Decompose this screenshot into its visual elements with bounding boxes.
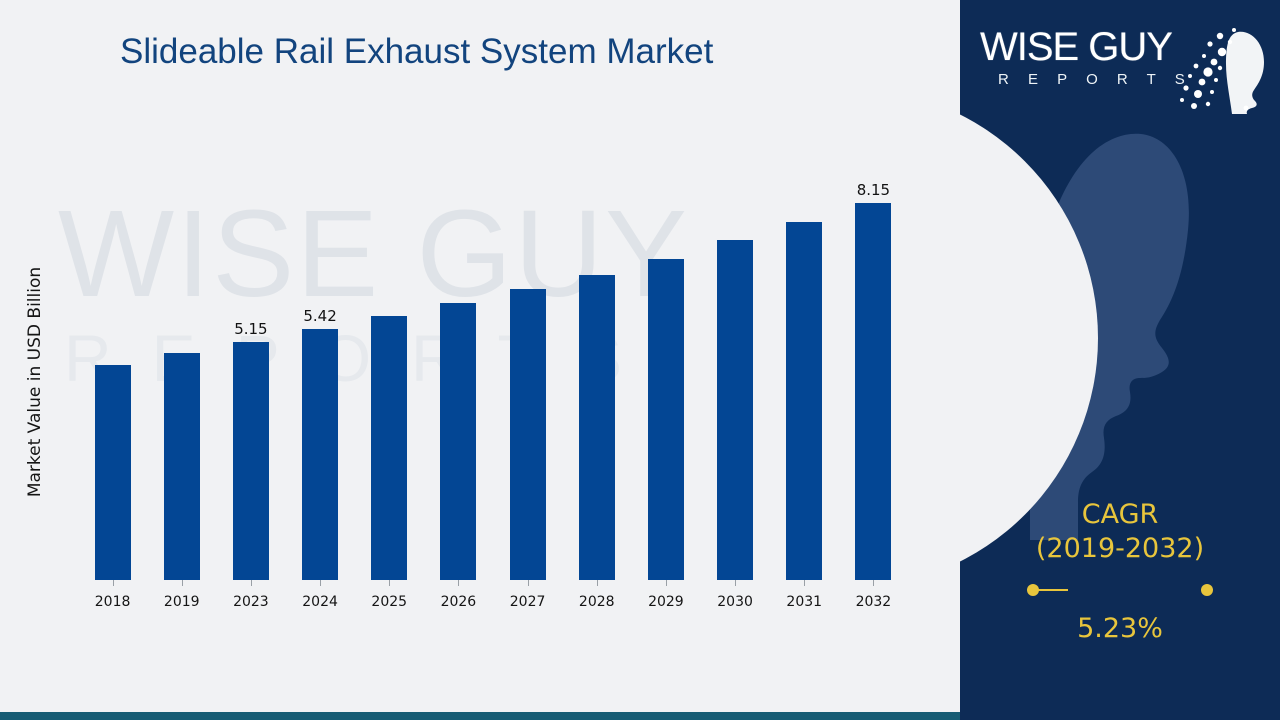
logo-subtitle: R E P O R T S	[998, 71, 1193, 88]
x-axis-tick-label: 2029	[648, 594, 684, 610]
bottom-accent-strip	[0, 712, 960, 720]
brand-panel: WISE GUY R E P O R T S	[960, 0, 1280, 720]
x-axis-tick	[320, 580, 322, 586]
cagr-value: 5.23%	[1077, 613, 1163, 644]
bar-group: 2027	[493, 150, 562, 610]
logo-word-part1: WISE	[980, 25, 1079, 69]
x-axis-tick-label: 2032	[855, 594, 892, 610]
divider-line	[1032, 589, 1068, 591]
bar	[440, 302, 477, 580]
cagr-label: CAGR	[1081, 499, 1159, 530]
plot-area: 2018 2019 5.15 2023 5.42 2024 2025 2026 2027 2028…	[78, 150, 908, 610]
logo-word-part2: GUY	[1088, 25, 1173, 69]
x-axis-tick-label: 2028	[578, 594, 615, 610]
x-axis-tick-label: 2018	[94, 594, 131, 610]
x-axis-tick-label: 2031	[786, 594, 823, 610]
x-axis-tick	[596, 580, 598, 586]
bar-group: 2029	[631, 150, 700, 610]
bar-group: 5.42 2024	[286, 150, 355, 610]
bar-group: 2026	[424, 150, 493, 610]
cagr-divider	[1027, 584, 1213, 596]
bar-group: 2028	[562, 150, 631, 610]
x-axis-tick	[735, 580, 737, 586]
bar-group: 5.15 2023	[216, 150, 285, 610]
logo-head-dots-icon	[1180, 28, 1264, 114]
bar	[371, 315, 408, 580]
bar	[509, 288, 546, 580]
x-axis-tick	[112, 580, 114, 586]
x-axis-tick	[804, 580, 806, 586]
x-axis-tick-label: 2025	[371, 594, 408, 610]
bar-group: 2019	[147, 150, 216, 610]
divider-dot-left	[1027, 584, 1039, 596]
brand-logo: WISE GUY R E P O R T S	[980, 26, 1265, 118]
x-axis-tick	[873, 580, 875, 586]
cagr-period: (2019-2032)	[1035, 533, 1205, 564]
x-axis-tick	[250, 580, 252, 586]
bar-value-label: 5.15	[234, 319, 268, 338]
bar-group: 2030	[701, 150, 770, 610]
bar	[786, 221, 823, 580]
bar-chart: WISE GUY REPORTS Market Value in USD Bil…	[25, 150, 908, 610]
bar-value-label: 8.15	[856, 181, 891, 200]
x-axis-tick-label: 2023	[233, 594, 269, 610]
x-axis-tick	[527, 580, 529, 586]
bar-group: 2018	[78, 150, 147, 610]
bar	[578, 274, 615, 580]
bar-group: 2031	[770, 150, 839, 610]
x-axis-tick-label: 2024	[302, 594, 338, 610]
x-axis-tick	[389, 580, 391, 586]
bar	[232, 341, 269, 580]
logo-wordmark: WISE GUY	[980, 26, 1265, 68]
page-title: Slideable Rail Exhaust System Market	[120, 32, 714, 71]
x-axis-tick-label: 2030	[717, 594, 753, 610]
bar-group: 8.15 2032	[839, 150, 908, 610]
bar-value-label: 5.42	[303, 307, 337, 326]
x-axis-tick	[181, 580, 183, 586]
bar	[717, 240, 754, 580]
cagr-block: CAGR (2019-2032) 5.23%	[960, 498, 1280, 646]
x-axis-tick-label: 2027	[509, 594, 546, 610]
x-axis-tick-label: 2019	[163, 594, 200, 610]
bar-group: 2025	[355, 150, 424, 610]
x-axis-tick-label: 2026	[440, 594, 477, 610]
divider-dot-right	[1201, 584, 1213, 596]
bar	[94, 365, 131, 580]
x-axis-tick	[458, 580, 460, 586]
bar	[163, 353, 200, 580]
bar	[855, 203, 892, 580]
x-axis-tick	[665, 580, 667, 586]
bar	[302, 329, 339, 580]
y-axis-label: Market Value in USD Billion	[25, 266, 45, 498]
bar	[647, 258, 684, 580]
